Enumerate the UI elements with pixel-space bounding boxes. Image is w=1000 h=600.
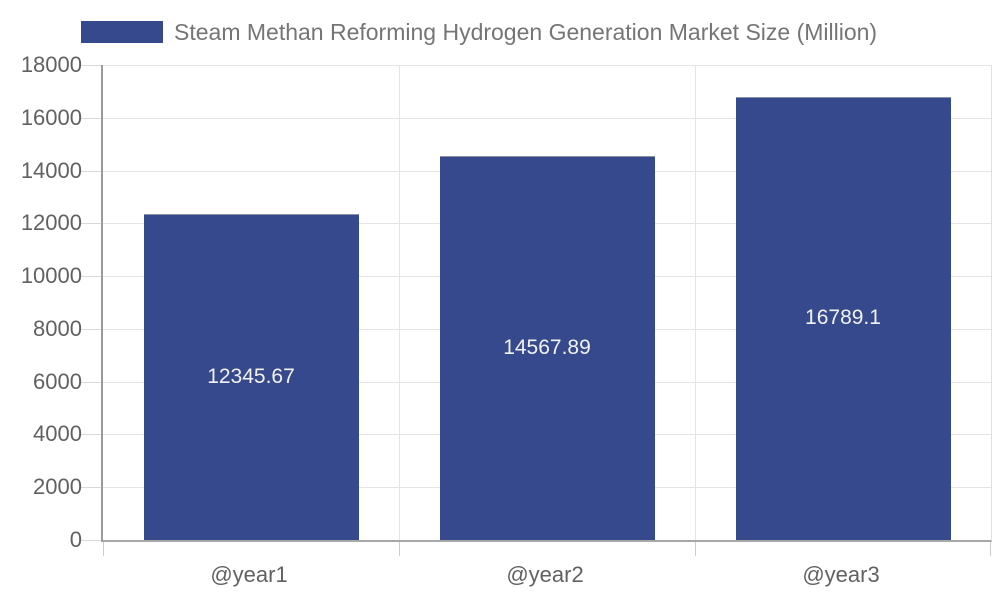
y-axis-tick <box>81 117 101 119</box>
plot-area: 12345.67 14567.89 16789.1 <box>81 65 992 556</box>
category-separator-gridline <box>399 65 400 540</box>
y-axis-tick <box>81 328 101 330</box>
y-axis-tick <box>81 65 101 66</box>
y-gridline <box>103 117 991 119</box>
y-axis-tick-label: 0 <box>69 527 82 552</box>
y-axis-tick <box>81 381 101 383</box>
legend-swatch <box>81 21 163 43</box>
y-axis-tick <box>81 276 101 278</box>
bar-value-label: 12345.67 <box>207 365 295 389</box>
y-axis-tick <box>81 434 101 436</box>
x-axis-category-label: @year3 <box>802 562 880 587</box>
y-gridline <box>103 65 991 66</box>
y-axis-tick-label: 16000 <box>20 104 82 130</box>
x-axis-tick <box>695 542 696 556</box>
y-axis-tick-label: 12000 <box>20 210 82 236</box>
y-axis-tick <box>81 223 101 225</box>
y-axis-tick-label: 18000 <box>20 52 82 77</box>
y-axis-tick <box>81 487 101 489</box>
y-axis-tick-label: 14000 <box>20 157 82 183</box>
bar-value-label: 14567.89 <box>503 335 591 359</box>
legend-label: Steam Methan Reforming Hydrogen Generati… <box>174 18 878 45</box>
legend-item[interactable]: Steam Methan Reforming Hydrogen Generati… <box>81 10 877 54</box>
x-axis-category-label: @year1 <box>210 562 288 587</box>
category-separator-gridline <box>695 65 696 540</box>
x-axis-tick <box>399 542 400 556</box>
x-axis-tick <box>990 542 991 556</box>
y-axis-tick-label: 10000 <box>20 263 82 289</box>
x-axis-tick <box>103 542 104 556</box>
bar[interactable]: 12345.67 <box>143 214 359 540</box>
x-axis-category-label: @year2 <box>506 562 584 587</box>
y-axis-tick-label: 8000 <box>33 315 82 341</box>
y-axis-tick-label: 4000 <box>33 421 82 447</box>
y-axis-tick <box>81 170 101 172</box>
y-axis-tick <box>81 540 101 541</box>
bar[interactable]: 14567.89 <box>439 155 655 540</box>
bar-value-label: 16789.1 <box>805 306 881 330</box>
y-axis-tick-label: 6000 <box>33 368 82 394</box>
bar[interactable]: 16789.1 <box>735 96 951 540</box>
y-axis-tick-label: 2000 <box>33 474 82 500</box>
